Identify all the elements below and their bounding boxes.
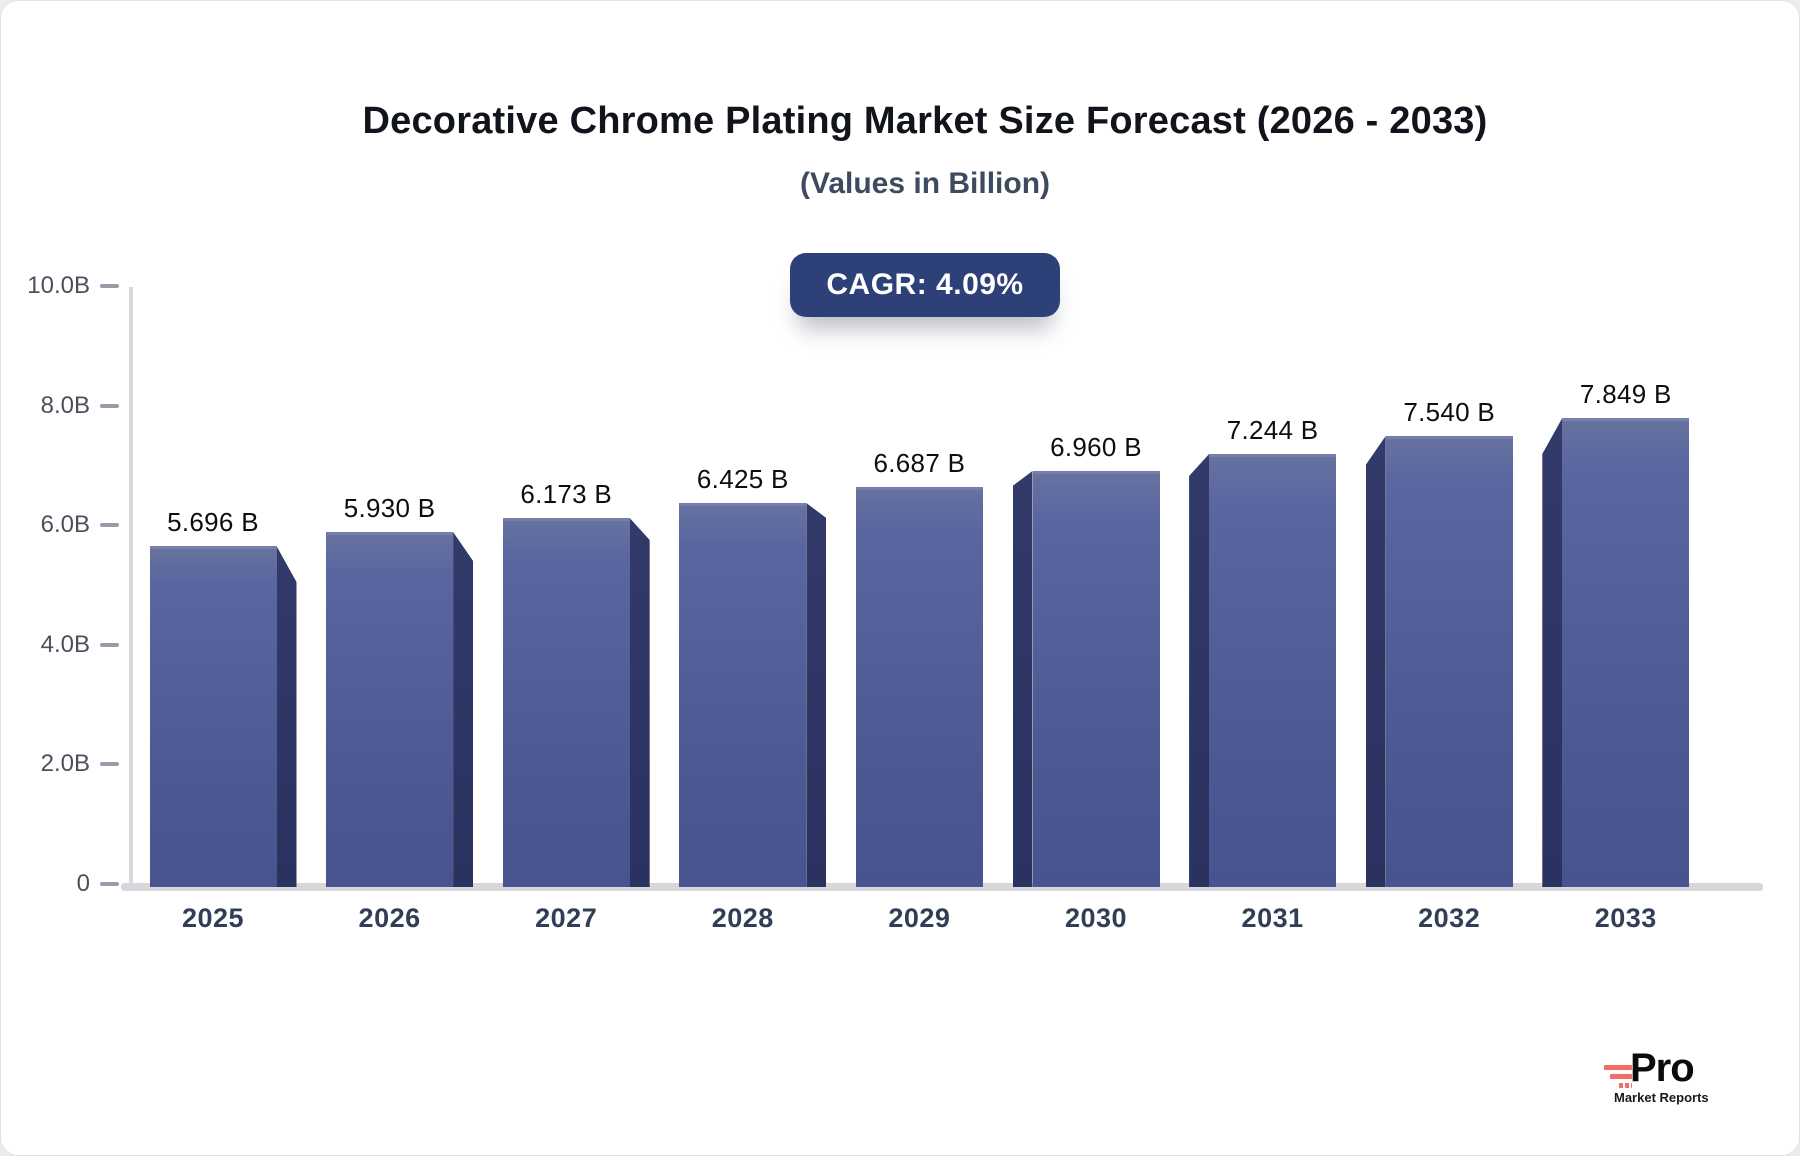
x-axis-label: 2027 <box>535 903 598 933</box>
y-axis-label: 8.0B <box>40 391 90 419</box>
y-axis-tick <box>100 762 119 767</box>
bar-value-label: 5.696 B <box>167 507 259 537</box>
bar-2031 <box>1209 454 1337 887</box>
bar-value-label: 7.849 B <box>1579 379 1672 409</box>
y-axis-label: 6.0B <box>40 511 90 539</box>
chart-subtitle: (Values in Billion) <box>799 167 1051 200</box>
bar-value-label: 5.930 B <box>343 493 436 523</box>
bar-2025 <box>149 546 277 887</box>
x-axis-baseline <box>121 883 1763 891</box>
bar-value-label: 6.687 B <box>873 448 966 478</box>
logo-speed-bars-icon <box>1604 1065 1632 1089</box>
y-axis-tick <box>100 642 119 647</box>
pro-market-reports-logo: Pro Market Reports <box>1604 1046 1709 1105</box>
y-axis-label: 0 <box>76 870 90 897</box>
x-axis-label: 2032 <box>1418 903 1481 933</box>
y-axis-label: 2.0B <box>40 750 90 778</box>
bar-side-2030 <box>1012 471 1033 887</box>
chart-title: Decorative Chrome Plating Market Size Fo… <box>362 100 1488 142</box>
y-axis-tick <box>100 403 119 408</box>
bar-2027 <box>502 518 630 887</box>
bar-side-2026 <box>453 532 474 887</box>
y-axis-tick <box>100 284 119 288</box>
y-axis-label: 10.0B <box>27 272 90 299</box>
x-axis-label: 2029 <box>888 903 951 933</box>
y-axis-tick <box>100 523 119 528</box>
bar-side-2028 <box>806 503 827 887</box>
bar-value-label: 7.540 B <box>1403 397 1496 427</box>
x-axis-label: 2025 <box>181 903 245 933</box>
bar-2026 <box>326 532 454 887</box>
bar-2032 <box>1385 436 1513 887</box>
y-axis-line <box>129 287 133 887</box>
x-axis-label: 2026 <box>358 903 421 933</box>
bar-side-2027 <box>629 518 650 887</box>
cagr-badge: CAGR: 4.09% <box>790 253 1060 317</box>
bar-side-2031 <box>1189 454 1210 887</box>
bar-side-2025 <box>276 546 297 887</box>
x-axis-label: 2030 <box>1064 903 1128 933</box>
bar-value-label: 6.425 B <box>696 464 789 494</box>
x-axis-label: 2028 <box>711 903 774 933</box>
logo-subtext: Market Reports <box>1614 1090 1709 1105</box>
x-axis-label: 2031 <box>1241 903 1304 933</box>
bar-2030 <box>1032 471 1160 887</box>
logo-name: Pro <box>1630 1046 1695 1090</box>
bar-2029 <box>855 487 983 887</box>
y-axis-label: 4.0B <box>40 630 90 658</box>
x-axis-label: 2033 <box>1594 903 1657 933</box>
y-axis-tick <box>100 882 119 886</box>
bar-side-2033 <box>1542 418 1563 887</box>
cagr-badge-container: CAGR: 4.09% <box>50 253 1800 317</box>
bar-2033 <box>1562 418 1690 887</box>
bar-value-label: 6.960 B <box>1050 432 1142 462</box>
bar-side-2032 <box>1365 436 1386 887</box>
bar-value-label: 7.244 B <box>1226 415 1319 445</box>
bar-2028 <box>679 503 807 887</box>
bar-value-label: 6.173 B <box>520 479 613 509</box>
